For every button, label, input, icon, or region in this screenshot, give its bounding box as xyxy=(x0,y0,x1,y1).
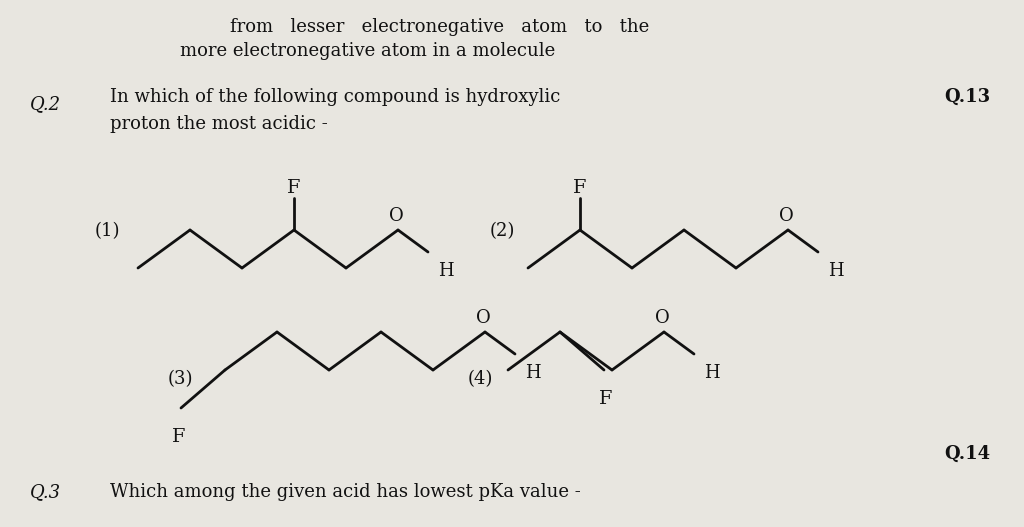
Text: (1): (1) xyxy=(95,222,121,240)
Text: O: O xyxy=(389,207,403,225)
Text: H: H xyxy=(525,364,541,382)
Text: Q.14: Q.14 xyxy=(944,445,990,463)
Text: O: O xyxy=(475,309,490,327)
Text: F: F xyxy=(599,390,612,408)
Text: H: H xyxy=(828,262,844,280)
Text: Which among the given acid has lowest pKa value -: Which among the given acid has lowest pK… xyxy=(110,483,581,501)
Text: Q.2: Q.2 xyxy=(30,95,61,113)
Text: Q.13: Q.13 xyxy=(944,88,990,106)
Text: F: F xyxy=(288,179,301,197)
Text: (3): (3) xyxy=(168,370,194,388)
Text: F: F xyxy=(573,179,587,197)
Text: Q.3: Q.3 xyxy=(30,483,61,501)
Text: (2): (2) xyxy=(490,222,515,240)
Text: proton the most acidic -: proton the most acidic - xyxy=(110,115,328,133)
Text: H: H xyxy=(438,262,454,280)
Text: (4): (4) xyxy=(468,370,494,388)
Text: F: F xyxy=(172,428,185,446)
Text: O: O xyxy=(654,309,670,327)
Text: H: H xyxy=(705,364,720,382)
Text: In which of the following compound is hydroxylic: In which of the following compound is hy… xyxy=(110,88,560,106)
Text: more electronegative atom in a molecule: more electronegative atom in a molecule xyxy=(180,42,555,60)
Text: from   lesser   electronegative   atom   to   the: from lesser electronegative atom to the xyxy=(230,18,649,36)
Text: O: O xyxy=(778,207,794,225)
